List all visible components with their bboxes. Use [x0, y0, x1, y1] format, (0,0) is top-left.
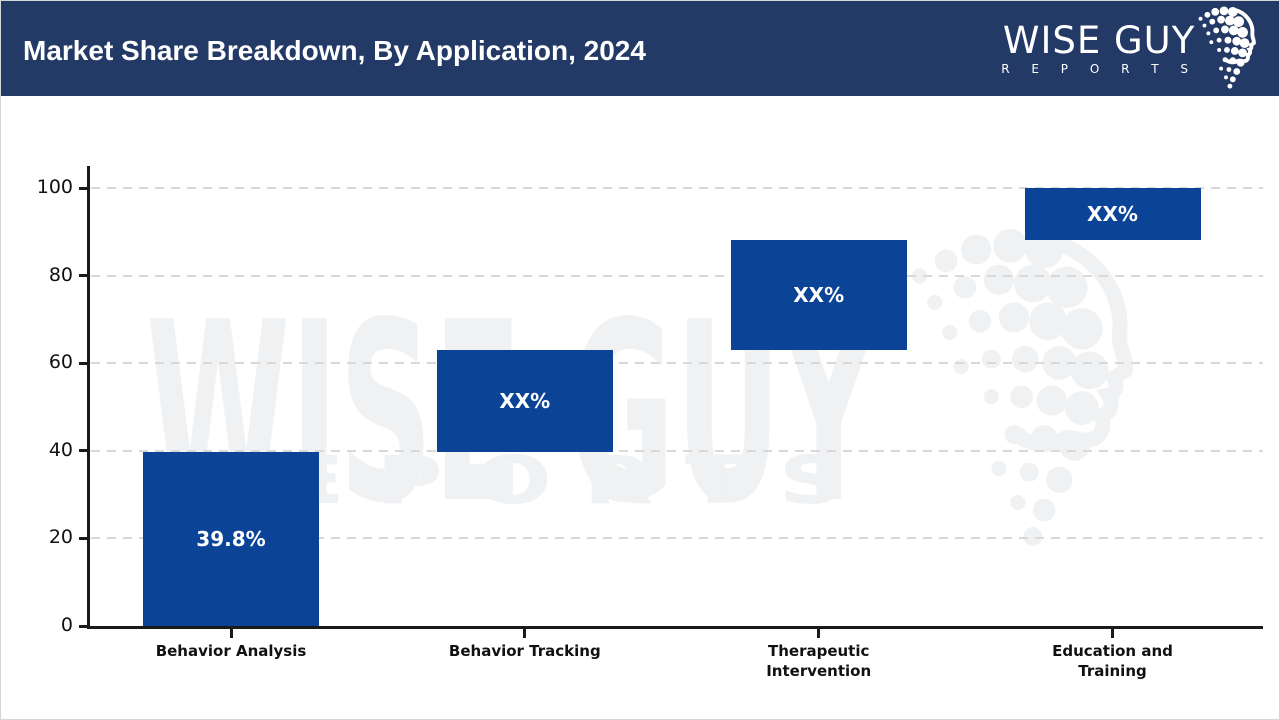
bar-behavior-tracking: XX% — [436, 350, 613, 452]
gridline — [91, 449, 1263, 452]
y-tick-mark — [79, 274, 88, 278]
bar-education-and-training: XX% — [1024, 188, 1201, 240]
y-tick-mark — [79, 536, 88, 540]
y-tick-label: 60 — [48, 351, 73, 374]
y-tick-label: 40 — [48, 438, 73, 461]
y-tick-mark — [79, 624, 88, 628]
bar-value-label: XX% — [499, 388, 551, 413]
chart-title: Market Share Breakdown, By Application, … — [23, 35, 646, 66]
y-tick-label: 0 — [60, 614, 73, 636]
y-tick-mark — [79, 186, 88, 190]
wise-guy-logo: WISE GUY R E P O R T S — [1001, 6, 1269, 92]
watermark-head-icon — [912, 228, 1134, 546]
logo-subtitle: R E P O R T S — [1001, 62, 1197, 76]
bar-behavior-analysis: 39.8% — [143, 451, 319, 626]
x-category-label: Therapeutic Intervention — [766, 642, 872, 680]
gridline — [91, 537, 1263, 540]
y-tick-label: 100 — [36, 176, 73, 198]
logo-wordmark: WISE GUY — [1002, 19, 1196, 62]
wise-guy-head-icon — [1198, 6, 1256, 89]
logo-text: WISE GUY R E P O R T S — [1001, 19, 1197, 77]
gridline — [91, 187, 1263, 189]
y-tick-label: 80 — [48, 263, 73, 286]
y-axis-line — [87, 166, 90, 628]
x-tick-mark — [817, 629, 821, 638]
x-tick-mark — [523, 629, 527, 638]
x-category-label: Behavior Tracking — [448, 642, 601, 660]
x-tick-mark — [229, 629, 233, 638]
bar-value-label: 39.8% — [196, 526, 266, 551]
bar-therapeutic-intervention: XX% — [730, 239, 907, 351]
x-axis-line — [87, 626, 1263, 629]
gridline — [91, 362, 1263, 365]
x-category-label: Education and Training — [1052, 642, 1173, 680]
y-tick-mark — [79, 449, 88, 453]
x-category-label: Behavior Analysis — [155, 642, 307, 660]
bar-value-label: XX% — [793, 282, 845, 307]
y-tick-label: 20 — [48, 526, 73, 549]
gridline — [91, 274, 1263, 277]
header-bar: Market Share Breakdown, By Application, … — [1, 1, 1279, 96]
y-tick-mark — [79, 361, 88, 365]
bar-value-label: XX% — [1087, 201, 1138, 226]
x-tick-mark — [1111, 629, 1114, 638]
